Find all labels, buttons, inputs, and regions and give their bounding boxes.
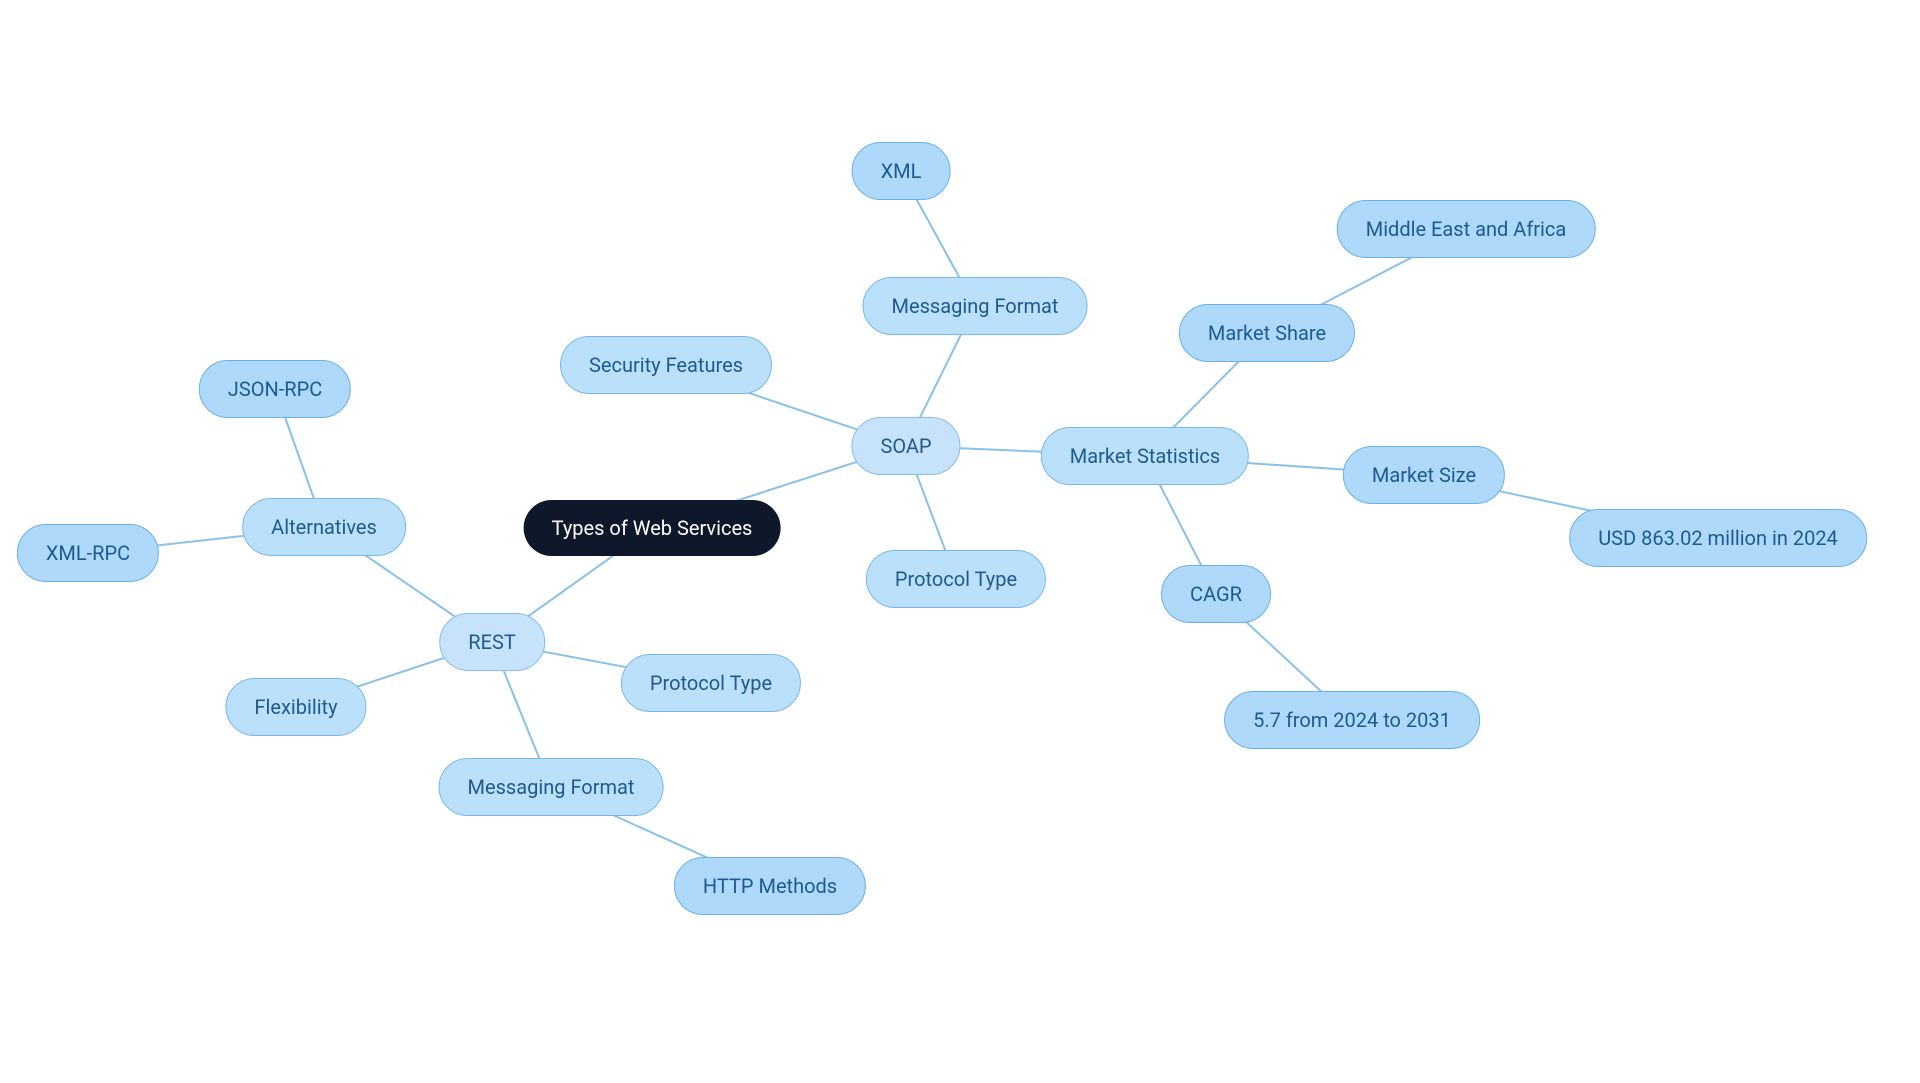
node-label: HTTP Methods bbox=[703, 874, 837, 898]
node-label: 5.7 from 2024 to 2031 bbox=[1253, 708, 1451, 732]
node-label: XML bbox=[881, 159, 922, 183]
node-rest_proto: Protocol Type bbox=[621, 654, 801, 712]
node-label: Market Size bbox=[1372, 463, 1476, 487]
node-label: Flexibility bbox=[254, 695, 337, 719]
node-cagr_val: 5.7 from 2024 to 2031 bbox=[1224, 691, 1480, 749]
node-label: Security Features bbox=[589, 353, 743, 377]
node-label: Types of Web Services bbox=[552, 516, 753, 540]
node-label: REST bbox=[468, 630, 516, 654]
node-alt_jsonrpc: JSON-RPC bbox=[199, 360, 351, 418]
node-alt: Alternatives bbox=[242, 498, 406, 556]
node-label: Messaging Format bbox=[892, 294, 1059, 318]
node-market_size: Market Size bbox=[1343, 446, 1505, 504]
node-soap_sec: Security Features bbox=[560, 336, 772, 394]
node-label: XML-RPC bbox=[46, 541, 130, 565]
node-cagr: CAGR bbox=[1161, 565, 1271, 623]
node-label: Protocol Type bbox=[895, 567, 1017, 591]
node-label: SOAP bbox=[880, 434, 931, 458]
node-label: USD 863.02 million in 2024 bbox=[1598, 526, 1838, 550]
node-rest_msgfmt: Messaging Format bbox=[439, 758, 664, 816]
node-label: Market Statistics bbox=[1070, 444, 1220, 468]
node-label: Messaging Format bbox=[468, 775, 635, 799]
node-label: Protocol Type bbox=[650, 671, 772, 695]
node-soap_proto: Protocol Type bbox=[866, 550, 1046, 608]
node-soap: SOAP bbox=[851, 417, 960, 475]
node-rest_flex: Flexibility bbox=[225, 678, 366, 736]
node-label: JSON-RPC bbox=[228, 377, 322, 401]
mindmap-canvas: Types of Web Services SOAP Messaging Forma… bbox=[0, 0, 1920, 1083]
node-market: Market Statistics bbox=[1041, 427, 1249, 485]
node-root: Types of Web Services bbox=[524, 500, 781, 556]
node-label: Market Share bbox=[1208, 321, 1326, 345]
node-soap_xml: XML bbox=[852, 142, 951, 200]
node-market_size_val: USD 863.02 million in 2024 bbox=[1569, 509, 1867, 567]
node-rest: REST bbox=[439, 613, 545, 671]
node-label: CAGR bbox=[1190, 582, 1242, 606]
node-rest_http: HTTP Methods bbox=[674, 857, 866, 915]
node-soap_msgfmt: Messaging Format bbox=[863, 277, 1088, 335]
node-label: Middle East and Africa bbox=[1366, 217, 1567, 241]
node-market_share: Market Share bbox=[1179, 304, 1355, 362]
node-alt_xmlrpc: XML-RPC bbox=[17, 524, 159, 582]
node-label: Alternatives bbox=[271, 515, 377, 539]
node-market_share_mea: Middle East and Africa bbox=[1337, 200, 1596, 258]
